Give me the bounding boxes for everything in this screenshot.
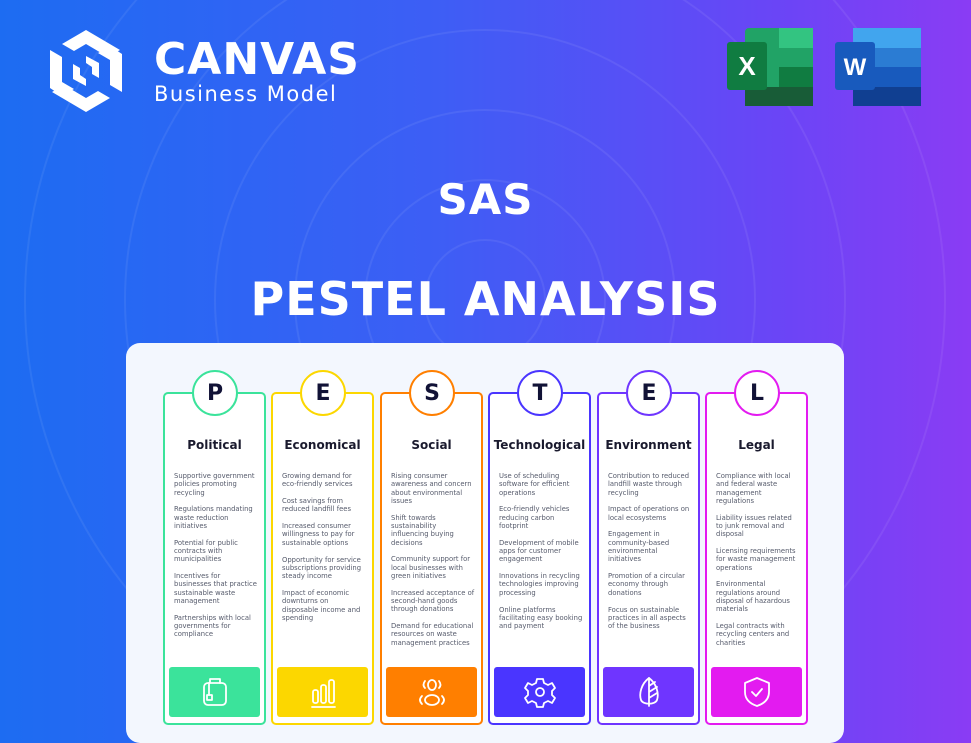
factor-item: Eco-friendly vehicles reducing carbon fo… — [499, 505, 570, 530]
company-title: SAS — [437, 175, 534, 224]
factor-item: Supportive government policies promoting… — [174, 472, 255, 497]
factor-list: Growing demand for eco-friendly services… — [282, 472, 366, 631]
factor-item: Promotion of a circular economy through … — [608, 572, 685, 597]
factor-item: Compliance with local and federal waste … — [716, 472, 791, 505]
factor-item: Impact of economic downturns on disposab… — [282, 588, 361, 622]
excel-icon[interactable]: X — [727, 28, 813, 106]
column-title: Legal — [738, 438, 775, 452]
factor-item: Shift towards sustainability influencing… — [391, 513, 454, 547]
factor-item: Focus on sustainable practices in all as… — [608, 605, 686, 631]
factor-item: Increased consumer willingness to pay fo… — [282, 522, 355, 547]
factor-item: Innovations in recycling technologies im… — [499, 572, 580, 597]
analysis-title: PESTEL ANALYSIS — [250, 272, 721, 326]
factor-item: Licensing requirements for waste managem… — [716, 547, 796, 572]
svg-text:W: W — [844, 54, 867, 81]
word-icon[interactable]: W — [835, 28, 921, 106]
factor-item: Opportunity for service subscriptions pr… — [282, 555, 362, 581]
factor-item: Impact of operations on local ecosystems — [608, 505, 690, 522]
column-title: Political — [187, 438, 242, 452]
factor-item: Legal contracts with recycling centers a… — [716, 622, 790, 647]
factor-item: Partnerships with local governments for … — [174, 613, 251, 639]
factor-list: Use of scheduling software for efficient… — [499, 472, 583, 639]
people-tile — [386, 667, 477, 717]
factor-list: Supportive government policies promoting… — [174, 472, 258, 647]
factor-item: Online platforms facilitating easy booki… — [499, 605, 583, 631]
shield-check-tile — [711, 667, 802, 717]
pestel-letter-badge: S — [409, 370, 455, 416]
people-icon — [418, 679, 445, 706]
bar-chart-tile — [277, 667, 368, 717]
pestel-column-environment: Environment Contribution to reduced landf… — [597, 392, 700, 725]
factor-item: Demand for educational resources on wast… — [391, 622, 474, 647]
factor-item: Increased acceptance of second-hand good… — [391, 588, 475, 614]
column-title: Economical — [284, 438, 361, 452]
factor-item: Engagement in community-based environmen… — [608, 530, 670, 564]
gear-tile — [494, 667, 585, 717]
factor-item: Environmental regulations around disposa… — [716, 580, 790, 614]
pestel-column-economical: Economical Growing demand for eco-friendl… — [271, 392, 374, 725]
pestel-letter-badge: E — [626, 370, 672, 416]
factor-item: Liability issues related to junk removal… — [716, 513, 792, 539]
pestel-column-social: Social Rising consumer awareness and conc… — [380, 392, 483, 725]
pestel-column-technological: Technological Use of scheduling software … — [488, 392, 591, 725]
pestel-letter-badge: L — [734, 370, 780, 416]
pestel-column-legal: Legal Compliance with local and federal w… — [705, 392, 808, 725]
factor-item: Cost savings from reduced landfill fees — [282, 497, 352, 514]
factor-item: Potential for public contracts with muni… — [174, 538, 238, 564]
factor-item: Use of scheduling software for efficient… — [499, 472, 570, 497]
briefcase-icon — [202, 678, 227, 706]
pestel-letter-badge: P — [192, 370, 238, 416]
pestel-letter-badge: E — [300, 370, 346, 416]
factor-item: Growing demand for eco-friendly services — [282, 472, 353, 489]
column-title: Social — [411, 438, 452, 452]
brand-name: CANVAS — [154, 33, 360, 85]
column-title: Technological — [493, 438, 586, 452]
svg-text:X: X — [738, 51, 756, 81]
factor-list: Contribution to reduced landfill waste t… — [608, 472, 692, 639]
brand-tagline: Business Model — [154, 81, 338, 106]
pestel-column-political: Political Supportive government policies … — [163, 392, 266, 725]
pestel-letter-badge: T — [517, 370, 563, 416]
canvas-logo: CANVAS Business Model — [46, 28, 360, 114]
factor-item: Development of mobile apps for customer … — [499, 538, 579, 564]
factor-item: Contribution to reduced landfill waste t… — [608, 472, 690, 497]
leaf-tile — [603, 667, 694, 717]
shield-check-icon — [743, 677, 770, 707]
leaf-icon — [638, 677, 659, 707]
factor-list: Compliance with local and federal waste … — [716, 472, 800, 656]
factor-item: Regulations mandating waste reduction in… — [174, 505, 253, 530]
briefcase-tile — [169, 667, 260, 717]
column-title: Environment — [605, 438, 692, 452]
bar-chart-icon — [310, 679, 336, 708]
factor-item: Rising consumer awareness and concern ab… — [391, 472, 472, 505]
factor-item: Incentives for businesses that practice … — [174, 572, 257, 606]
factor-item: Community support for local businesses w… — [391, 555, 471, 580]
gear-icon — [523, 678, 556, 708]
factor-list: Rising consumer awareness and concern ab… — [391, 472, 475, 656]
hexagon-logo-icon — [50, 30, 122, 112]
